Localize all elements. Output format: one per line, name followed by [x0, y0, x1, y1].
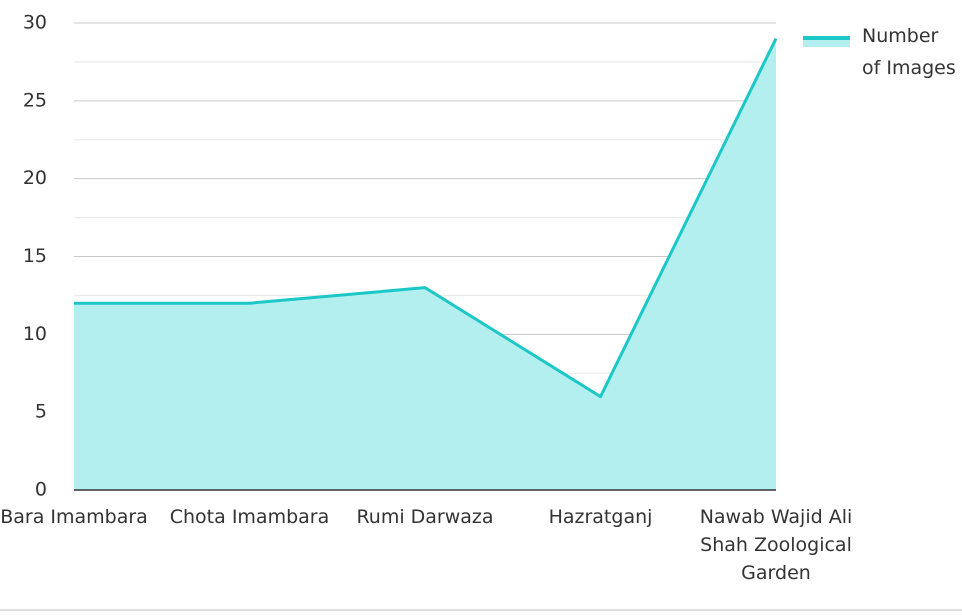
x-tick-label: Rumi Darwaza	[356, 506, 494, 528]
y-tick-label: 20	[23, 167, 47, 189]
frame-edge	[0, 609, 962, 611]
y-tick-label: 25	[23, 89, 47, 111]
x-tick-label: Bara Imambara	[0, 506, 148, 528]
y-tick-label: 0	[35, 479, 47, 501]
area-fill	[74, 38, 776, 491]
y-tick-label: 30	[23, 12, 47, 34]
y-tick-label: 15	[23, 245, 47, 267]
x-tick-label: Chota Imambara	[169, 506, 330, 528]
y-tick-label: 10	[23, 323, 47, 345]
x-tick-label: Nawab Wajid Ali Shah Zoological Garden	[699, 506, 853, 584]
area-line	[74, 37, 778, 399]
y-tick-label: 5	[35, 401, 47, 423]
x-tick-label: Hazratganj	[548, 506, 653, 528]
legend-swatch-fill	[803, 38, 850, 47]
legend-label: Number of Images	[862, 25, 956, 79]
